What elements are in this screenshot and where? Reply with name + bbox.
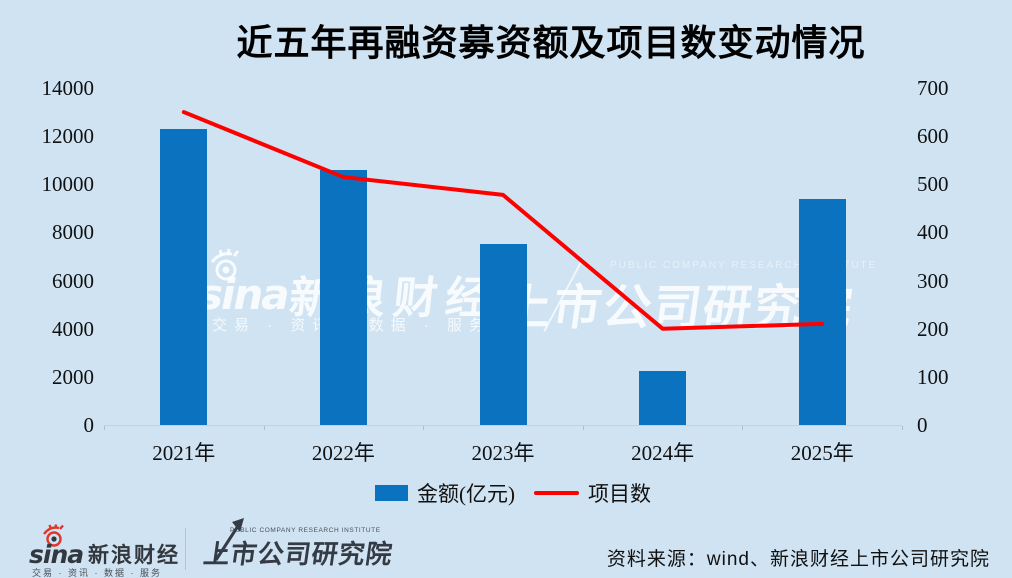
- sina-finance-logo: sina 新浪财经 交易 · 资讯 · 数据 · 服务: [28, 522, 180, 578]
- footer-divider: [185, 528, 186, 570]
- chart-title: 近五年再融资募资额及项目数变动情况: [236, 22, 866, 63]
- x-axis-tick: [263, 426, 265, 430]
- sina-tagline: 交易 · 资讯 · 数据 · 服务: [32, 568, 162, 578]
- arrow-up-icon: [214, 518, 244, 561]
- left-axis-tick-label: 12000: [41, 124, 95, 149]
- right-axis-tick-label: 400: [917, 220, 949, 245]
- legend-amount-label: 金额(亿元): [417, 482, 515, 506]
- x-axis-line: [104, 425, 902, 426]
- x-axis-tick: [104, 426, 105, 430]
- x-axis-tick: [742, 426, 744, 430]
- legend: 金额(亿元) 项目数: [24, 478, 1012, 508]
- x-axis-tick: [582, 426, 584, 430]
- right-axis-tick-label: 700: [917, 76, 949, 100]
- left-axis-tick-label: 4000: [52, 316, 94, 341]
- right-axis-tick-label: 100: [917, 364, 949, 389]
- amount-bar-2025年: [798, 198, 846, 425]
- amount-bar-2021年: [160, 128, 208, 425]
- x-axis-label-2021年: 2021年: [152, 441, 216, 465]
- legend-projects-swatch: [534, 491, 579, 495]
- x-axis-label-2025年: 2025年: [790, 441, 854, 465]
- right-axis-tick-label: 0: [917, 413, 928, 437]
- institute-logo-en: PUBLIC COMPANY RESEARCH INSTITUTE: [230, 527, 381, 534]
- sina-eye-icon: [43, 524, 64, 547]
- right-axis-tick-label: 200: [917, 316, 949, 341]
- amount-bar-2022年: [319, 169, 367, 425]
- right-axis-tick-label: 300: [917, 268, 949, 293]
- legend-amount-swatch: [375, 485, 408, 501]
- right-axis-tick-label: 600: [917, 124, 949, 149]
- source-text: 资料来源：wind、新浪财经上市公司研究院: [606, 549, 990, 570]
- left-axis-tick-label: 6000: [52, 268, 94, 293]
- footer: sina 新浪财经 交易 · 资讯 · 数据 · 服务 PUBLIC COMPA…: [0, 518, 1012, 578]
- amount-bar-2023年: [479, 244, 527, 425]
- institute-logo-name: 上市公司研究院: [201, 539, 395, 569]
- left-axis-tick-label: 2000: [52, 364, 94, 389]
- x-axis-label-2023年: 2023年: [471, 441, 535, 465]
- left-axis-tick-label: 14000: [41, 76, 95, 100]
- amount-bar-2024年: [639, 370, 687, 425]
- institute-logo: PUBLIC COMPANY RESEARCH INSTITUTE 上市公司研究…: [202, 518, 395, 574]
- x-axis-label-2022年: 2022年: [311, 441, 375, 465]
- projects-line: [181, 110, 825, 331]
- right-axis-tick-label: 500: [917, 172, 949, 197]
- sina-wordmark: sina: [29, 540, 84, 569]
- legend-projects-label: 项目数: [588, 482, 651, 506]
- x-axis-label-2024年: 2024年: [631, 441, 695, 465]
- left-axis-tick-label: 0: [83, 413, 95, 437]
- x-axis-tick: [902, 426, 903, 430]
- left-axis-tick-label: 8000: [52, 220, 94, 245]
- x-axis-tick: [423, 426, 425, 430]
- left-axis-tick-label: 10000: [41, 172, 95, 197]
- sina-finance-name: 新浪财经: [88, 544, 180, 567]
